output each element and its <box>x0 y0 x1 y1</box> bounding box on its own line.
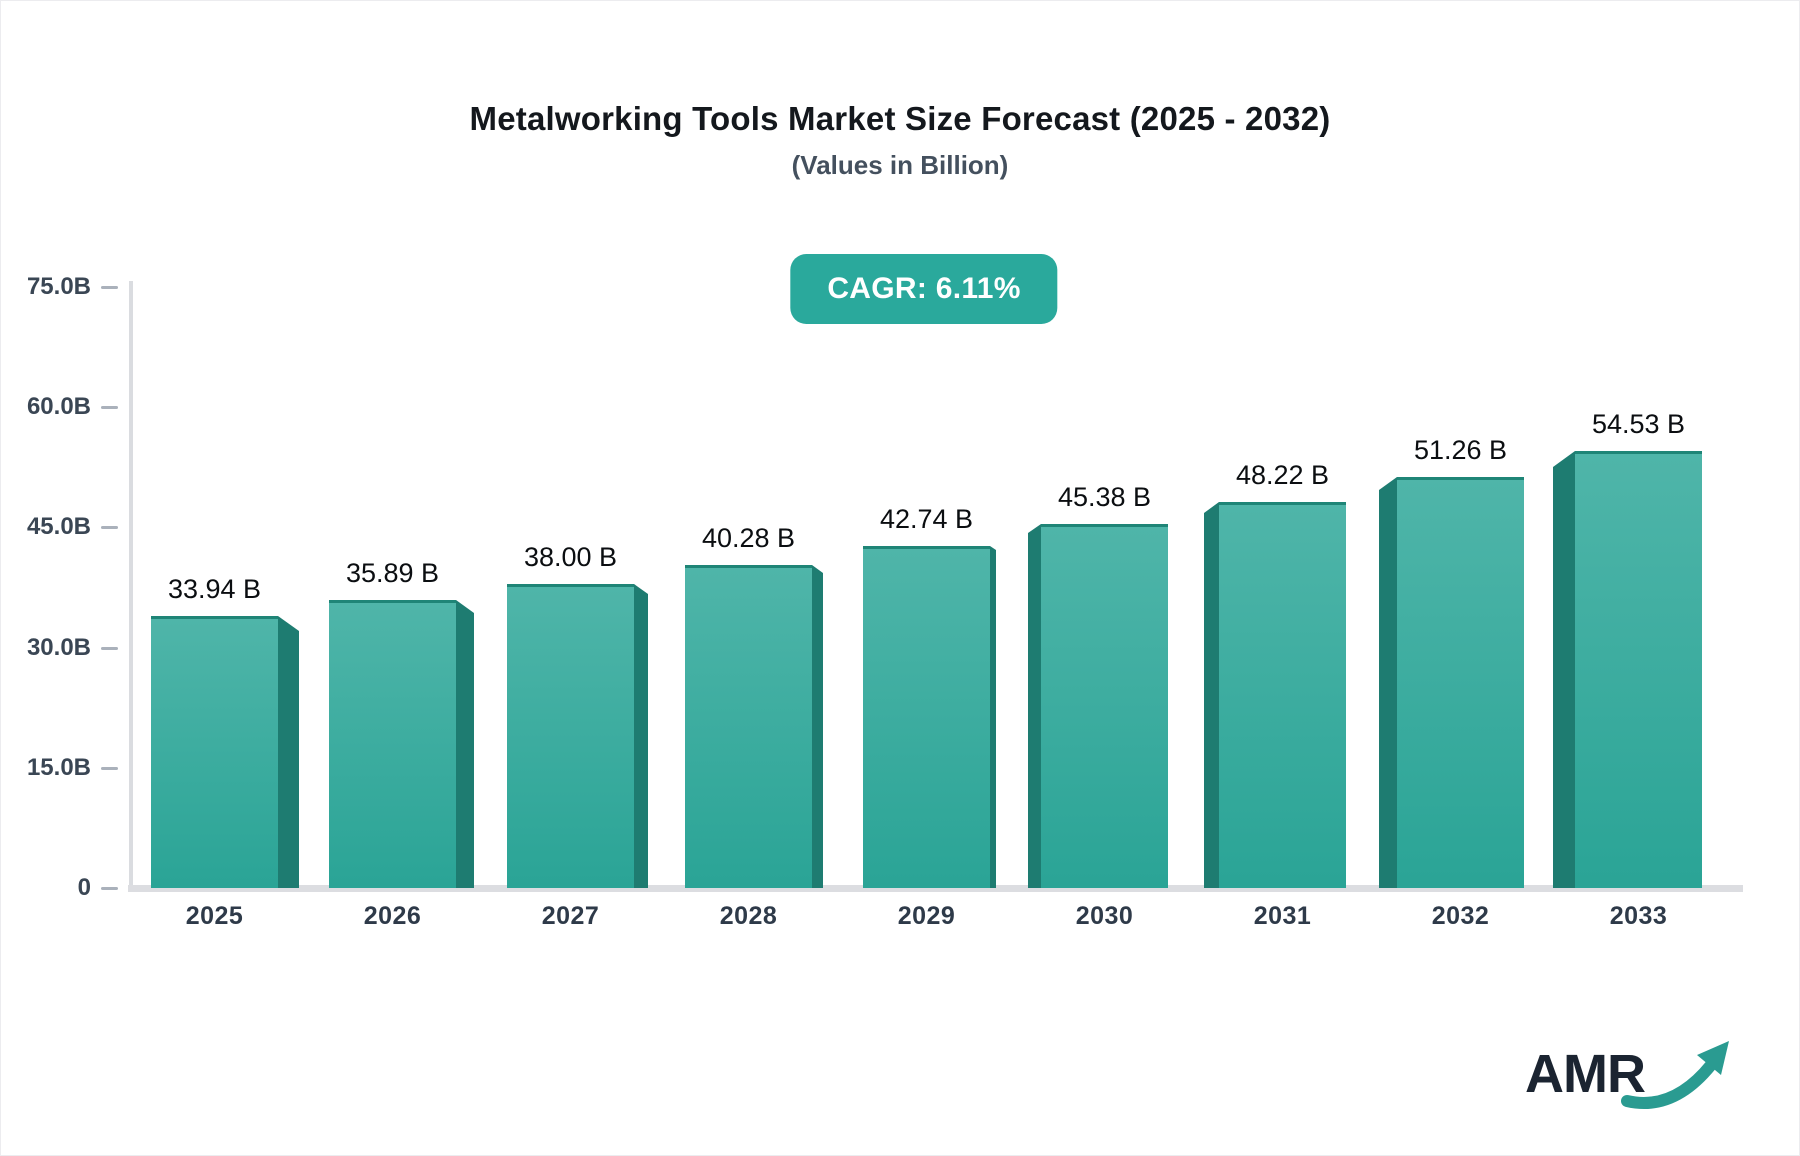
y-axis-tick-label: 0 <box>77 874 91 901</box>
x-axis-label-2031: 2031 <box>1253 902 1312 930</box>
amr-logo: AMR <box>1525 1035 1775 1130</box>
bar-value-label-2027: 38.00 B <box>523 542 618 572</box>
y-axis-tick-label: 15.0B <box>26 753 91 781</box>
bar-2027-side-face <box>634 584 648 888</box>
chart-title: Metalworking Tools Market Size Forecast … <box>469 100 1331 137</box>
growth-arrow-icon <box>1621 1041 1729 1110</box>
bar-2028-side-face <box>812 565 823 888</box>
cagr-badge: CAGR: 6.11% <box>790 254 1058 324</box>
bar-value-label-2025: 33.94 B <box>167 574 262 604</box>
y-axis-tick-label: 30.0B <box>26 633 91 661</box>
bar-2031-side-face <box>1204 502 1219 888</box>
bar-2026-side-face <box>456 600 474 888</box>
bar-2030-side-face <box>1028 524 1041 888</box>
y-axis-tick-dash <box>101 526 118 530</box>
x-axis-label-2033: 2033 <box>1609 902 1668 930</box>
bar-2029[interactable] <box>863 546 990 888</box>
bar-2032[interactable] <box>1397 477 1524 888</box>
x-axis-label-2026: 2026 <box>363 902 422 930</box>
chart-subtitle: (Values in Billion) <box>791 150 1009 180</box>
y-axis-line <box>129 281 133 891</box>
bar-value-label-2028: 40.28 B <box>701 523 796 553</box>
bar-2027[interactable] <box>507 584 634 888</box>
bar-value-label-2032: 51.26 B <box>1413 435 1508 465</box>
bar-2026[interactable] <box>329 600 456 888</box>
bar-2025-side-face <box>278 616 299 888</box>
y-axis-tick-dash <box>101 406 118 410</box>
x-axis-label-2029: 2029 <box>897 902 956 930</box>
bar-value-label-2026: 35.89 B <box>345 558 440 588</box>
y-axis-tick-dash <box>101 646 118 650</box>
bar-2033[interactable] <box>1575 451 1702 888</box>
amr-logo-text: AMR <box>1525 1044 1646 1104</box>
y-axis-tick-label: 60.0B <box>26 393 91 421</box>
bar-value-label-2031: 48.22 B <box>1235 460 1330 490</box>
y-axis-tick-dash <box>101 766 118 770</box>
y-axis-tick-dash <box>101 887 118 890</box>
x-axis-label-2025: 2025 <box>185 902 244 930</box>
x-axis-label-2027: 2027 <box>541 902 600 930</box>
bar-2030[interactable] <box>1041 524 1168 888</box>
bar-2032-side-face <box>1379 477 1397 888</box>
y-axis-tick-label: 45.0B <box>26 513 91 541</box>
bar-value-label-2030: 45.38 B <box>1057 482 1152 512</box>
bar-value-label-2029: 42.74 B <box>879 504 974 534</box>
bar-2025[interactable] <box>151 616 278 888</box>
x-axis-label-2032: 2032 <box>1431 902 1490 930</box>
y-axis-tick-label: 75.0B <box>26 273 91 301</box>
y-axis-tick-dash <box>101 286 118 290</box>
bar-2033-side-face <box>1553 451 1575 888</box>
bar-2029-side-face <box>990 546 996 888</box>
bar-2031[interactable] <box>1219 502 1346 888</box>
bar-2028[interactable] <box>685 565 812 888</box>
x-axis-baseline <box>128 885 1743 892</box>
bar-value-label-2033: 54.53 B <box>1591 409 1686 439</box>
x-axis-label-2030: 2030 <box>1075 902 1134 930</box>
x-axis-label-2028: 2028 <box>719 902 778 930</box>
